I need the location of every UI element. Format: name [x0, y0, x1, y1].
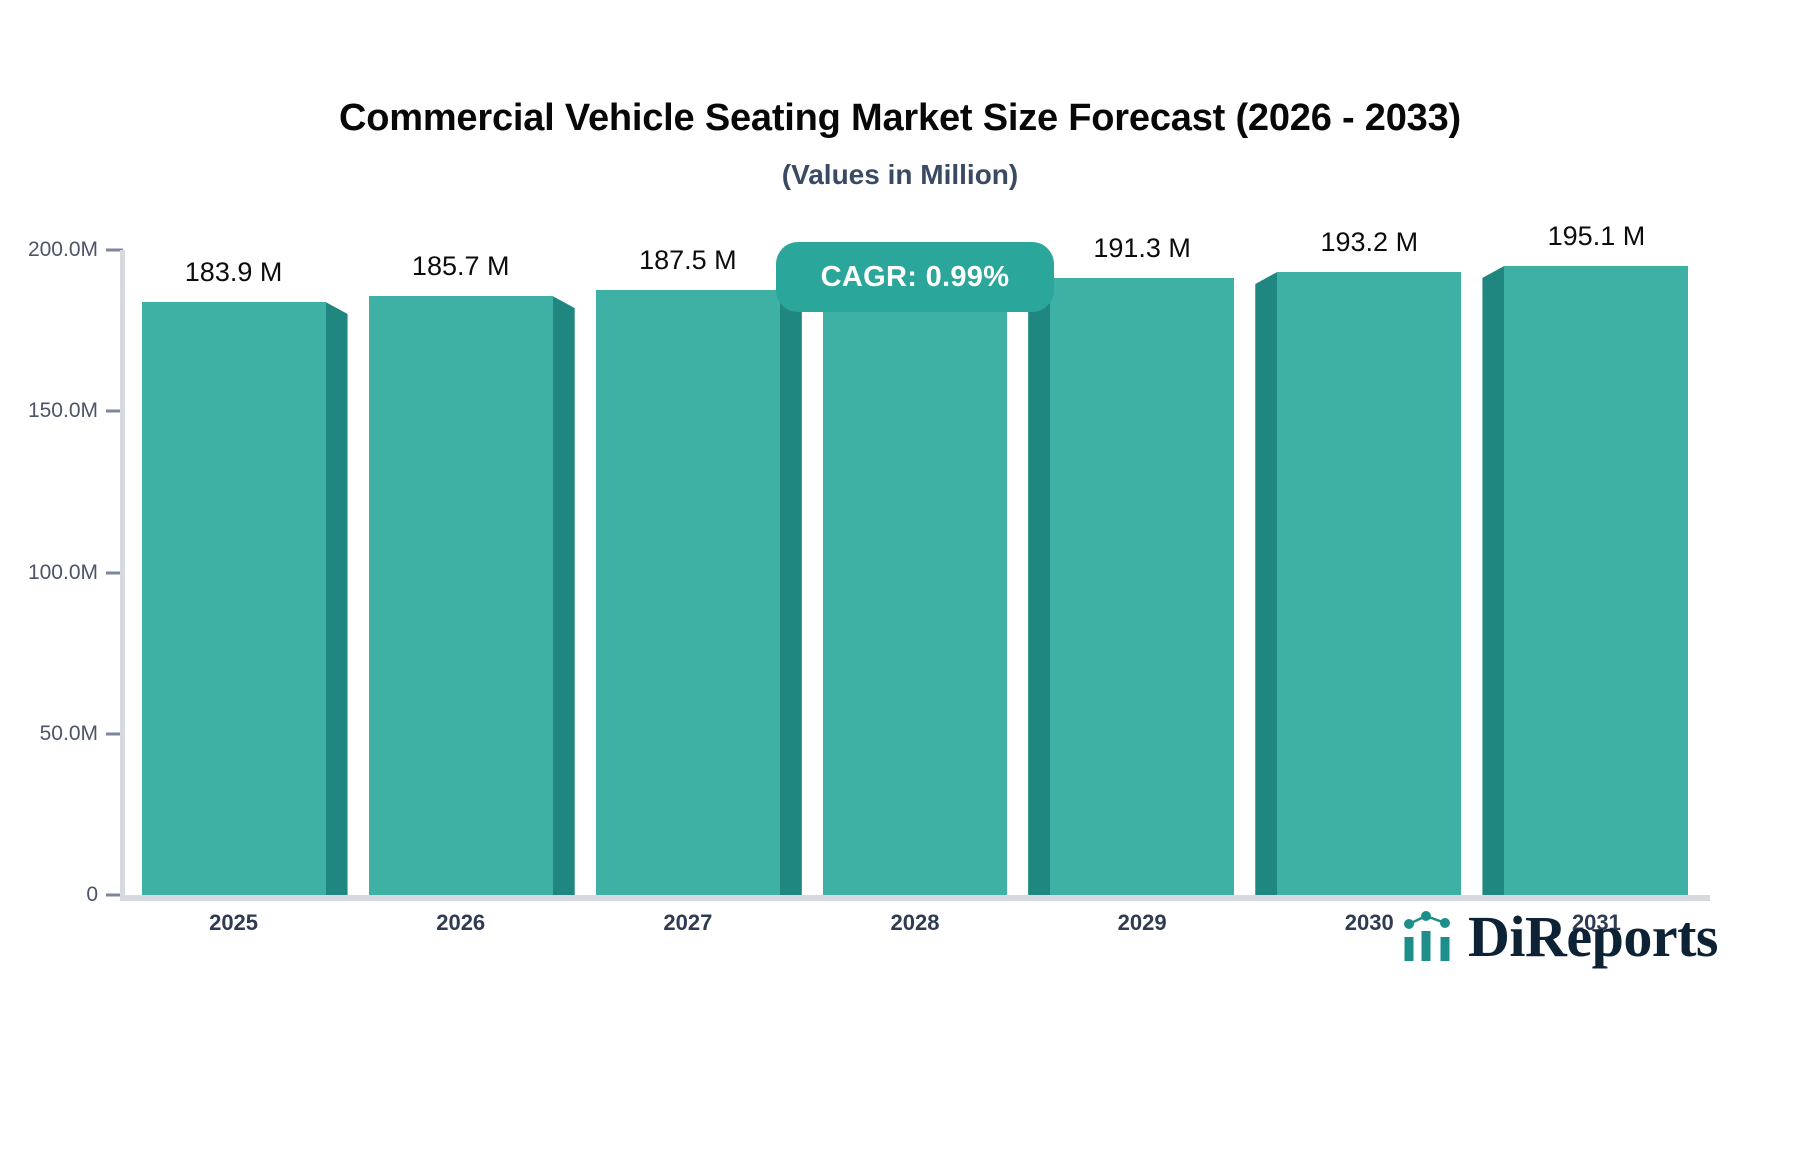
bar-front-face — [823, 284, 1007, 895]
x-axis-tick-label: 2028 — [890, 910, 940, 935]
plot-area: 183.9 M 185.7 M 187.5 M 191.3 M 193.2 M 195.1… — [120, 221, 1710, 901]
logo-wordmark: DiReports — [1467, 904, 1719, 969]
bar-2029[interactable]: 191.3 M — [1028, 233, 1235, 895]
x-axis-tick-label: 2025 — [209, 910, 259, 935]
bar-side-face — [1255, 271, 1278, 895]
y-axis-tick-mark — [106, 248, 123, 252]
bar-value-label: 185.7 M — [411, 251, 510, 282]
y-axis-tick-label: 100.0M — [27, 560, 98, 584]
bar-2031[interactable]: 195.1 M — [1482, 221, 1689, 895]
bar-2026[interactable]: 185.7 M — [368, 251, 575, 895]
x-axis-labels: 2025 2026 2027 2028 2029 2030 2031 — [120, 910, 1710, 950]
bar-2030[interactable]: 193.2 M — [1255, 227, 1462, 895]
bar-2025[interactable]: 183.9 M — [141, 257, 348, 895]
x-axis-tick-label: 2030 — [1344, 910, 1394, 935]
bar-value-label: 183.9 M — [184, 256, 283, 287]
bar-side-face — [1028, 278, 1051, 895]
bar-front-face — [1277, 271, 1462, 895]
cagr-badge: CAGR: 0.99% — [776, 242, 1054, 313]
bar-side-face — [325, 301, 348, 895]
y-axis-tick-label: 50.0M — [39, 721, 98, 745]
bar-front-face — [1504, 265, 1689, 895]
x-axis-tick-label: 2031 — [1571, 910, 1621, 935]
bar-front-face — [368, 296, 553, 895]
y-axis-line — [120, 250, 125, 895]
x-axis-tick-label: 2027 — [663, 910, 713, 935]
y-axis-tick-mark — [106, 571, 123, 574]
bar-value-label: 193.2 M — [1320, 226, 1419, 257]
bar-front-face — [141, 301, 326, 895]
y-axis-tick-label: 150.0M — [27, 399, 98, 423]
page-title: Commercial Vehicle Seating Market Size F… — [339, 97, 1461, 139]
y-axis-tick-label: 0 — [86, 883, 98, 906]
y-axis-tick-mark — [106, 732, 123, 736]
bar-value-label: 195.1 M — [1547, 220, 1646, 251]
chart-subtitle: (Values in Million) — [781, 158, 1019, 190]
x-axis-line — [120, 895, 1710, 901]
bar-side-face — [1482, 265, 1505, 895]
x-axis-tick-label: 2029 — [1117, 910, 1167, 935]
bar-front-face — [595, 290, 780, 895]
y-axis-tick-label: 200.0M — [27, 238, 98, 261]
bar-2027[interactable]: 187.5 M — [595, 245, 802, 895]
bar-series: 183.9 M 185.7 M 187.5 M 191.3 M 193.2 M 195.1… — [120, 221, 1710, 895]
title-block: Commercial Vehicle Seating Market Size F… — [0, 96, 1800, 191]
direports-logo: DiReports — [1402, 904, 1719, 969]
x-axis-tick-label: 2026 — [436, 910, 486, 935]
y-axis-tick-mark — [106, 409, 123, 413]
y-axis-tick-mark — [106, 893, 123, 897]
bar-side-face — [779, 290, 802, 895]
bar-chart-dots-icon — [1403, 911, 1450, 961]
bar-value-label: 187.5 M — [639, 245, 737, 276]
bar-value-label: 191.3 M — [1093, 233, 1191, 264]
bar-side-face — [552, 296, 575, 895]
bar-2028[interactable] — [823, 284, 1007, 895]
bar-front-face — [1050, 278, 1235, 895]
